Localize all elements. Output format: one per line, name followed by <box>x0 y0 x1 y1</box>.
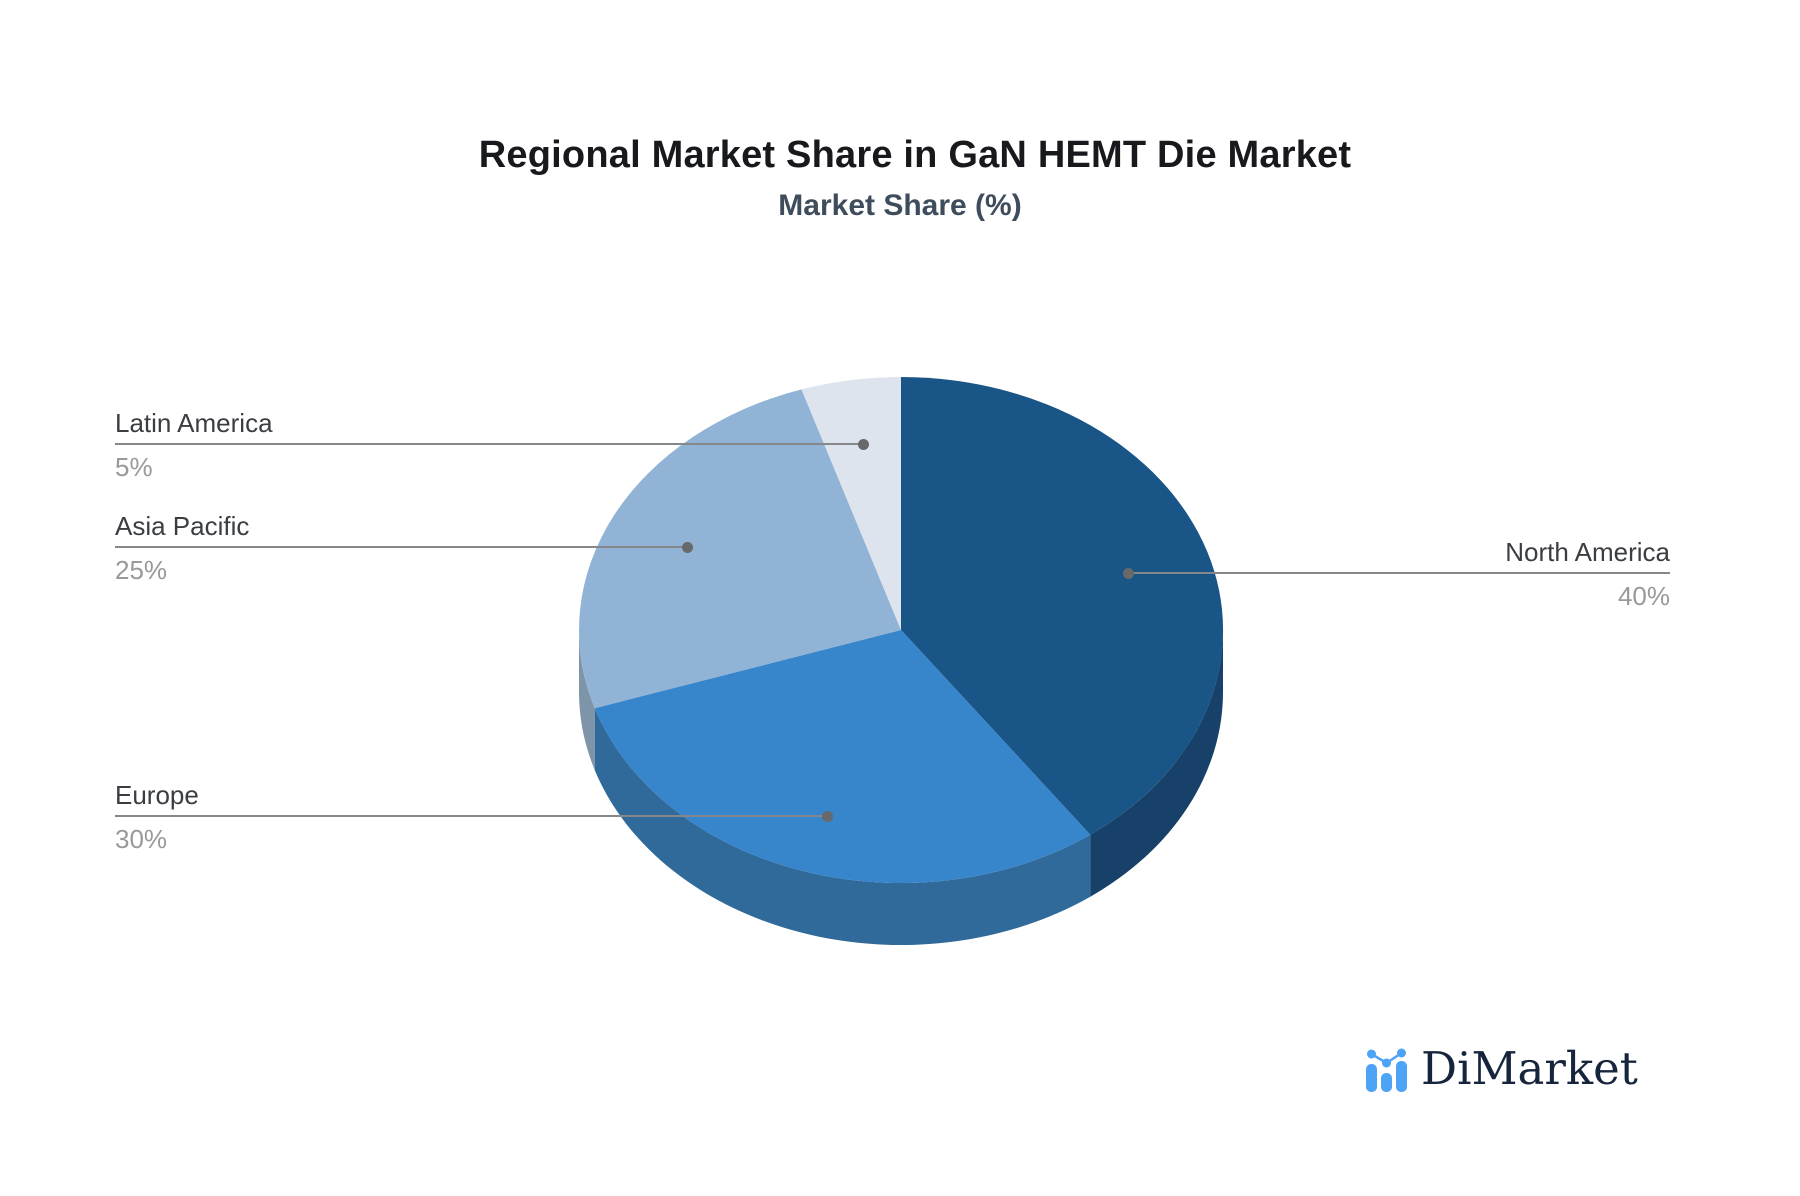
brand-watermark: DiMarket <box>1362 1040 1638 1094</box>
pie-slice-north-america[interactable] <box>901 377 1224 835</box>
callout-label-europe: Europe <box>115 780 199 810</box>
pie-chart-3d <box>579 377 1224 946</box>
pie-slice-asia-pacific[interactable] <box>579 389 901 709</box>
callout-label-latin-america: Latin America <box>115 408 273 438</box>
bar-chart-logo-icon <box>1366 1048 1407 1092</box>
pie-side-asia-pacific <box>579 630 595 771</box>
brand-name: DiMarket <box>1421 1042 1638 1095</box>
callout-value-asia-pacific: 25% <box>115 555 168 585</box>
callout-dot-north-america <box>1123 568 1134 579</box>
pie-side-north-america <box>1090 630 1223 897</box>
callout-dot-latin-america <box>858 439 869 450</box>
callout-line-latin-america <box>115 443 863 445</box>
chart-subtitle: Market Share (%) <box>778 189 1022 222</box>
callout-value-europe: 30% <box>115 824 168 854</box>
callout-label-asia-pacific: Asia Pacific <box>115 511 250 541</box>
callout-line-asia-pacific <box>115 546 687 548</box>
callout-label-north-america: North America <box>1505 537 1670 567</box>
pie-slice-latin-america[interactable] <box>801 377 902 630</box>
callout-value-latin-america: 5% <box>115 452 153 482</box>
callout-dot-asia-pacific <box>682 542 693 553</box>
callout-line-europe <box>115 815 827 817</box>
pie-slice-europe[interactable] <box>594 630 1091 884</box>
callout-line-north-america <box>1128 572 1670 574</box>
pie-side-europe <box>594 708 1091 946</box>
chart-title: Regional Market Share in GaN HEMT Die Ma… <box>478 134 1352 176</box>
callout-dot-europe <box>822 811 833 822</box>
callout-value-north-america: 40% <box>1617 581 1670 611</box>
